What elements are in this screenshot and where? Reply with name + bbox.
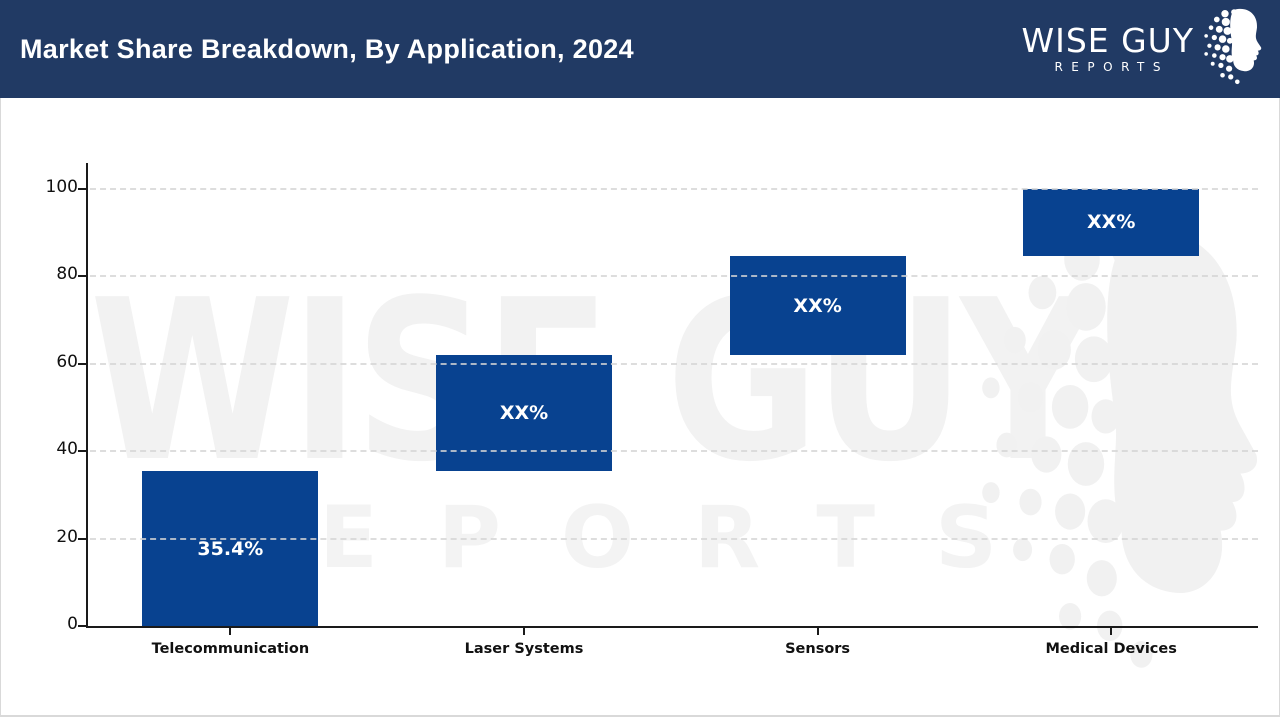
x-tick-mark [229, 628, 232, 635]
x-tick-label-medical-devices: Medical Devices [1045, 641, 1177, 657]
page-title: Market Share Breakdown, By Application, … [20, 33, 634, 64]
bar-value-label: XX% [499, 401, 549, 424]
y-tick-label: 80 [56, 264, 78, 284]
x-tick-label-laser-systems: Laser Systems [464, 641, 584, 657]
bar-medical-devices [1023, 188, 1200, 257]
y-tick-mark [78, 450, 87, 452]
y-tick-label: 100 [45, 176, 78, 197]
bar-value-label: XX% [793, 294, 842, 317]
gridline-100 [90, 187, 1258, 190]
gridline-80 [90, 275, 1258, 277]
x-tick-mark [816, 628, 819, 635]
x-tick-mark [1110, 628, 1113, 635]
logo-wordmark-line2: REPORTS [1054, 60, 1169, 74]
logo-wordmark: WISE GUY REPORTS [1021, 21, 1194, 75]
gridline-60 [90, 362, 1258, 365]
y-tick-label: 20 [56, 526, 78, 547]
y-tick-label: 0 [67, 614, 78, 634]
gridline-20 [90, 537, 1258, 540]
y-tick-mark [78, 275, 87, 277]
y-tick-mark [78, 625, 87, 627]
header-bar: Market Share Breakdown, By Application, … [0, 0, 1280, 98]
bar-value-label: 35.4% [197, 537, 264, 560]
y-tick-mark [78, 537, 87, 540]
y-tick-mark [78, 187, 87, 190]
y-tick-label: 60 [56, 351, 78, 372]
y-tick-mark [78, 362, 87, 365]
x-tick-label-telecommunication: Telecommunication [151, 641, 310, 657]
bar-value-label: XX% [1087, 211, 1136, 234]
wiseguy-logo: WISE GUY REPORTS [1021, 6, 1266, 92]
y-axis-line [86, 163, 88, 628]
logo-wordmark-line1: WISE GUY [1021, 21, 1194, 60]
x-tick-label-sensors: Sensors [785, 641, 851, 657]
y-tick-label: 40 [56, 439, 78, 459]
gridline-40 [90, 450, 1258, 452]
x-axis-line [86, 626, 1258, 628]
wiseguy-face-icon [1204, 8, 1262, 85]
bar-telecommunication [142, 471, 319, 626]
bar-sensors [729, 256, 906, 355]
x-tick-mark [523, 628, 525, 635]
